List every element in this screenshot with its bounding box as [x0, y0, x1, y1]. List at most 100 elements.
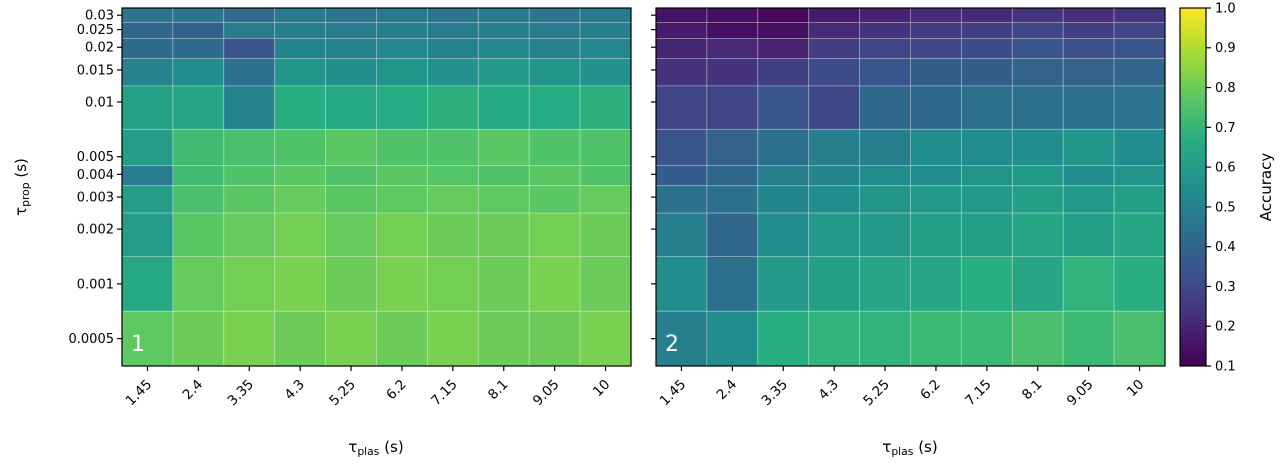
heatmap-cell [223, 165, 276, 187]
heatmap-cell [325, 128, 377, 166]
heatmap-cell [1011, 128, 1064, 166]
x-tick-label: 10 [590, 377, 613, 400]
heatmap-cell [808, 21, 861, 39]
x-tick-label: 8.1 [1019, 377, 1046, 404]
heatmap-cell [757, 256, 810, 312]
heatmap-cell [757, 7, 810, 23]
heatmap-cell [376, 7, 428, 23]
heatmap-cell [1062, 185, 1115, 214]
heatmap-cell [910, 310, 962, 367]
heatmap-cell [706, 21, 759, 39]
colorbar-label: Accuracy [1257, 153, 1275, 221]
x-tick-label: 2.4 [714, 377, 741, 404]
heatmap-cell [859, 185, 911, 214]
heatmap-cell [579, 37, 632, 60]
colorbar-label-text: Accuracy [1257, 152, 1275, 222]
heatmap-cell [960, 7, 1013, 23]
heatmap-cell [1011, 85, 1064, 130]
heatmap-cell [706, 310, 759, 367]
heatmap-cell [274, 310, 327, 367]
heatmap-cell [477, 85, 530, 130]
heatmap-cell [757, 165, 810, 187]
heatmap-cell [579, 185, 632, 214]
x-tick-label: 6.2 [383, 377, 410, 404]
x-tick-label: 5.25 [326, 377, 359, 410]
heatmap-cell [121, 212, 174, 257]
heatmap-cell [376, 37, 428, 60]
heatmap-cell [1011, 165, 1064, 187]
heatmap-cell [808, 185, 861, 214]
x-axis-subscript: plas [891, 445, 914, 459]
colorbar-gradient [1180, 8, 1206, 366]
heatmap-cell [859, 85, 911, 130]
heatmap-cell [1062, 310, 1115, 367]
x-tick-label: 1.45 [123, 377, 156, 410]
heatmap-cell [706, 85, 759, 130]
heatmap-cell [910, 165, 962, 187]
heatmap-cell [121, 7, 174, 23]
colorbar-tick-label: 0.6 [1215, 161, 1236, 176]
heatmap-cell [1113, 185, 1166, 214]
heatmap-cell [757, 58, 810, 87]
heatmap-cell [1113, 310, 1166, 367]
heatmap-cell [859, 58, 911, 87]
heatmap-cell [325, 7, 377, 23]
heatmap-cell [223, 85, 276, 130]
heatmap-cell [172, 58, 225, 87]
heatmap-cell [579, 212, 632, 257]
heatmap-cell [757, 21, 810, 39]
heatmap-cell [274, 165, 327, 187]
heatmap-cell [706, 256, 759, 312]
colorbar-tick-label: 0.1 [1215, 359, 1236, 374]
heatmap-cell [325, 85, 377, 130]
heatmap-cell [172, 7, 225, 23]
heatmap-cell [325, 310, 377, 367]
heatmap-cell [426, 37, 479, 60]
heatmap-cell [960, 128, 1013, 166]
heatmap-cell [528, 212, 581, 257]
heatmap-cell [121, 85, 174, 130]
heatmap-cell [528, 7, 581, 23]
heatmap-cell [1113, 7, 1166, 23]
heatmap-cell [579, 85, 632, 130]
heatmap-cell [655, 185, 708, 214]
heatmap-cell [477, 256, 530, 312]
heatmap-cell [655, 21, 708, 39]
x-tick-label: 7.15 [428, 377, 461, 410]
heatmap-cell [528, 185, 581, 214]
heatmap-cell [808, 165, 861, 187]
x-tick-label: 5.25 [860, 377, 893, 410]
heatmap-cell [1062, 37, 1115, 60]
heatmap-cell [325, 37, 377, 60]
heatmap-cell [655, 58, 708, 87]
heatmap-cell [223, 212, 276, 257]
heatmap-cell [223, 58, 276, 87]
x-axis-symbol: τ [348, 438, 358, 456]
heatmap-cell [477, 185, 530, 214]
heatmap-cell [172, 256, 225, 312]
heatmap-cell [579, 256, 632, 312]
x-tick-label: 9.05 [530, 377, 563, 410]
heatmap-cell [172, 37, 225, 60]
colorbar-frame [1179, 7, 1207, 367]
heatmap-cell [1011, 7, 1064, 23]
heatmap-cell [960, 58, 1013, 87]
x-axis-symbol: τ [882, 438, 892, 456]
heatmap-cell [274, 128, 327, 166]
heatmap-cell [477, 310, 530, 367]
y-axis-symbol: τ [11, 206, 30, 216]
heatmap-cell [121, 128, 174, 166]
heatmap-cell [223, 128, 276, 166]
x-tick-label: 4.3 [815, 377, 842, 404]
heatmap-cell [223, 256, 276, 312]
heatmap-cell [121, 256, 174, 312]
heatmap-cell [910, 256, 962, 312]
heatmap-panel-2: 1.45 2.4 3.35 4.3 5.25 6.2 7.15 8.1 9.05 10 [651, 7, 1166, 410]
y-axis-unit: (s) [11, 158, 30, 183]
y-axis-label: τprop (s) [12, 158, 32, 216]
heatmap-cell [910, 128, 962, 166]
heatmap-cell [960, 310, 1013, 367]
heatmap-cell [1062, 256, 1115, 312]
heatmap-cell [859, 7, 911, 23]
